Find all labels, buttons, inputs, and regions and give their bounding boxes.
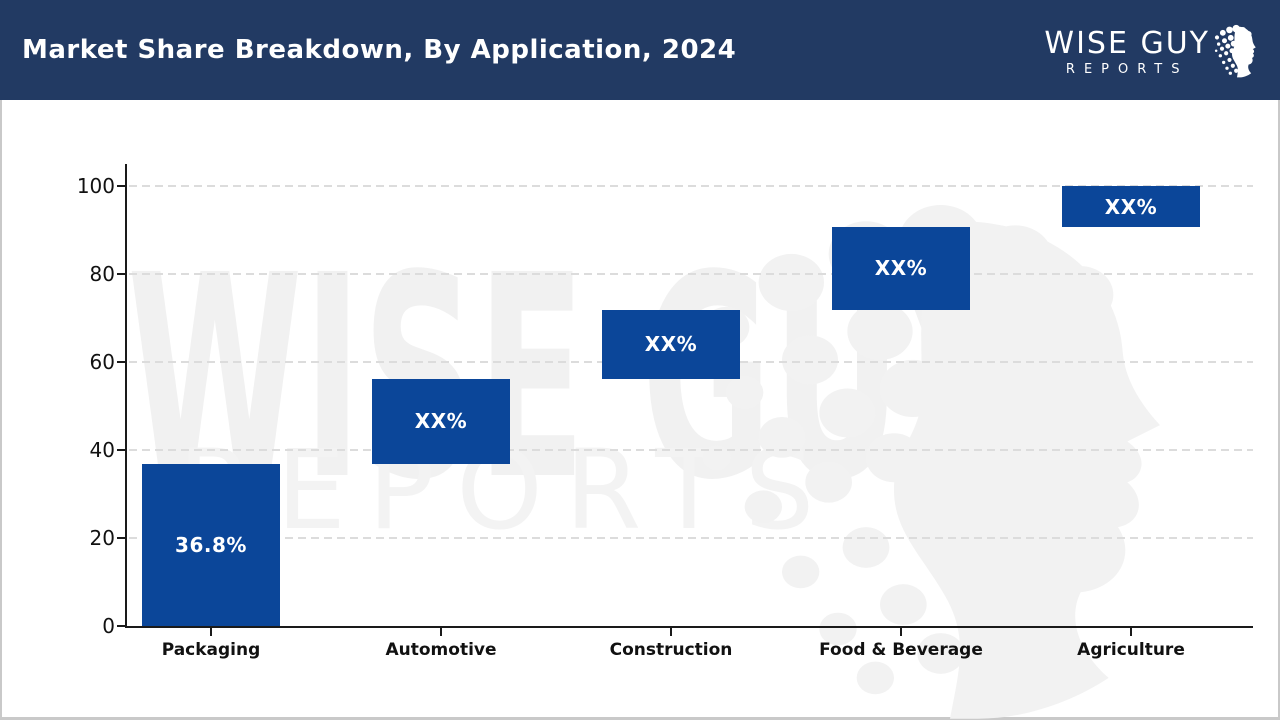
bar-value-label: XX% xyxy=(644,332,698,357)
y-axis-tickmark xyxy=(117,537,127,539)
x-axis-tickmark xyxy=(1130,628,1132,636)
header-bar: Market Share Breakdown, By Application, … xyxy=(0,0,1280,100)
x-axis-category-label: Automotive xyxy=(385,640,497,660)
bar-construction: XX% xyxy=(602,309,740,379)
y-axis-tick-label: 60 xyxy=(89,350,115,374)
x-axis-line xyxy=(125,626,1253,628)
page-title: Market Share Breakdown, By Application, … xyxy=(22,35,737,65)
gridline xyxy=(129,537,1253,539)
logo-subtitle: REPORTS xyxy=(1065,62,1189,77)
bar-automotive: XX% xyxy=(372,378,510,465)
bar-value-label: XX% xyxy=(1104,194,1158,219)
y-axis-tick-label: 40 xyxy=(89,438,115,462)
y-axis-tick-label: 80 xyxy=(89,262,115,286)
chart-canvas: WISE GUY REPORTS 0 20 40 60 80 100 36.8% XX% XX%… xyxy=(0,100,1280,720)
bar-value-label: XX% xyxy=(414,409,468,434)
y-axis-tickmark xyxy=(117,625,127,627)
logo-text: WISE GUY REPORTS xyxy=(1044,26,1210,78)
y-axis-tickmark xyxy=(117,185,127,187)
x-axis-category-label: Food & Beverage xyxy=(819,640,983,660)
x-axis-tickmark xyxy=(670,628,672,636)
x-axis-category-label: Construction xyxy=(609,640,733,660)
watermark-subtitle: REPORTS xyxy=(178,426,814,550)
y-axis-line xyxy=(125,164,127,628)
x-axis-tickmark xyxy=(440,628,442,636)
y-axis-tickmark xyxy=(117,361,127,363)
x-axis-tickmark xyxy=(210,628,212,636)
gridline xyxy=(129,449,1253,451)
face-profile-icon xyxy=(1214,24,1256,78)
gridline xyxy=(129,185,1253,187)
bar-value-label: XX% xyxy=(874,256,928,281)
y-axis-tick-label: 20 xyxy=(89,526,115,550)
wise-guy-reports-logo: WISE GUY REPORTS xyxy=(1012,6,1262,94)
bar-food-beverage: XX% xyxy=(832,227,970,310)
y-axis-tickmark xyxy=(117,449,127,451)
bar-value-label: 36.8% xyxy=(175,533,247,558)
y-axis-tickmark xyxy=(117,273,127,275)
x-axis-tickmark xyxy=(900,628,902,636)
bar-agriculture: XX% xyxy=(1062,186,1200,228)
bar-packaging: 36.8% xyxy=(142,464,280,626)
gridline xyxy=(129,273,1253,275)
y-axis-tick-label: 100 xyxy=(76,174,115,198)
x-axis-category-label: Agriculture xyxy=(1077,640,1185,660)
logo-wordmark: WISE GUY xyxy=(1044,26,1210,61)
y-axis-tick-label: 0 xyxy=(102,614,115,638)
x-axis-category-label: Packaging xyxy=(161,640,261,660)
